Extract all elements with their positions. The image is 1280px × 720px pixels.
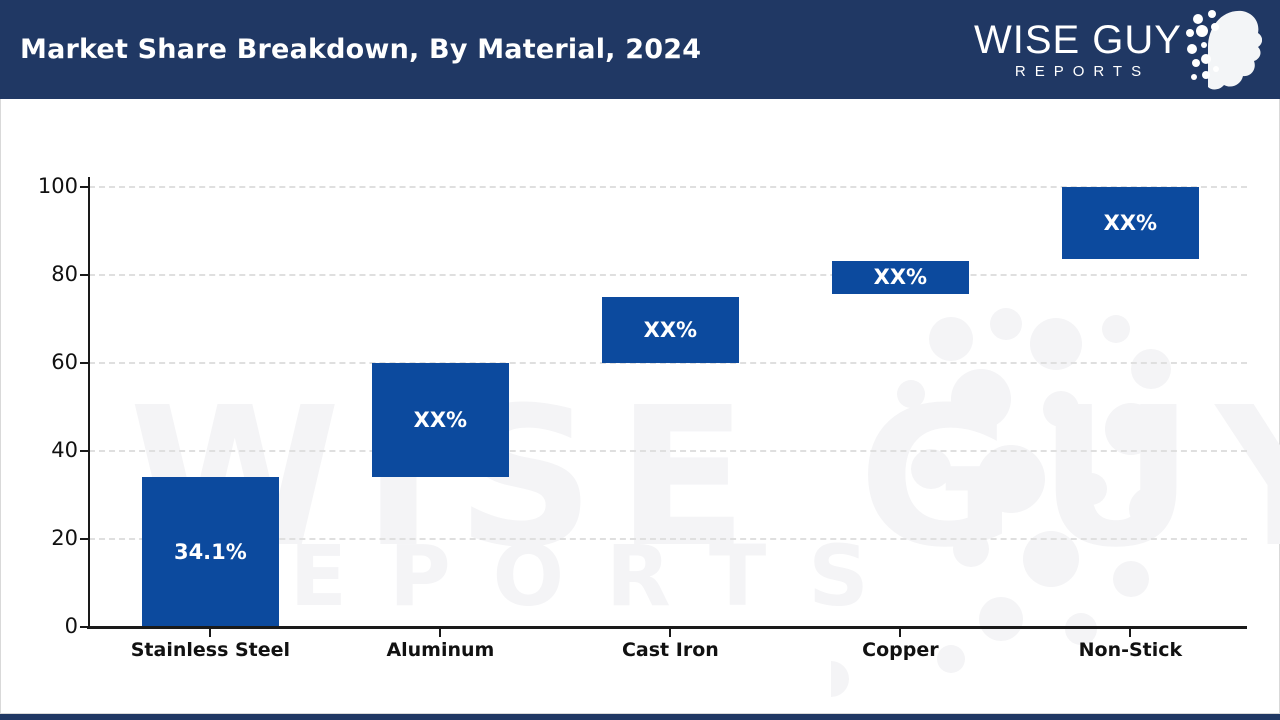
y-axis-tick [80,186,88,188]
x-axis-tick [669,629,672,637]
bar-value-label: XX% [1103,211,1158,236]
y-axis-tick [80,274,88,276]
gridline [89,538,1247,540]
watermark-dotted-head-icon [831,308,1173,697]
footer-divider [0,713,1280,714]
bar: XX% [831,260,969,294]
x-tick-label: Non-Stick [1078,639,1183,661]
logo-subtitle: REPORTS [1014,62,1151,80]
x-tick-label: Copper [862,639,939,661]
x-axis [87,626,1247,629]
watermark-subtitle: REPORTS [183,527,911,625]
y-tick-label: 60 [51,350,78,374]
footer-bar [0,714,1280,720]
gridline [89,186,1247,188]
chart-title: Market Share Breakdown, By Material, 202… [20,34,702,65]
bar-value-label: XX% [643,318,698,342]
header-bar: Market Share Breakdown, By Material, 202… [0,0,1280,99]
y-axis-tick [80,450,88,452]
x-axis-tick [439,629,442,637]
y-axis-tick [80,626,88,628]
y-axis-tick [80,362,88,364]
bar-value-label: 34.1% [173,539,247,564]
y-tick-label: 100 [37,174,78,198]
wise-guy-logo: WISE GUY REPORTS [974,7,1262,93]
bar-value-label: XX% [413,407,468,432]
y-tick-label: 40 [51,438,78,462]
y-tick-label: 20 [51,526,78,550]
x-axis-tick [209,629,212,637]
bar: XX% [601,297,739,363]
gridline [89,450,1247,452]
bar-value-label: XX% [873,265,928,290]
gridline [89,274,1247,276]
y-axis-tick [80,538,88,540]
x-tick-label: Aluminum [386,639,495,661]
dotted-head-icon [1186,9,1262,89]
logo-text: WISE GUY REPORTS [974,20,1182,80]
y-axis [88,177,90,628]
x-tick-label: Stainless Steel [130,639,291,661]
bar: XX% [1061,187,1199,260]
bar: 34.1% [141,476,279,627]
x-tick-label: Cast Iron [621,639,719,661]
y-tick-label: 80 [51,262,78,286]
gridline [89,362,1247,364]
x-axis-tick [899,629,902,637]
logo-wordmark: WISE GUY [973,17,1182,62]
x-axis-tick [1129,629,1132,637]
y-tick-label: 0 [64,614,78,638]
bar: XX% [371,363,509,477]
